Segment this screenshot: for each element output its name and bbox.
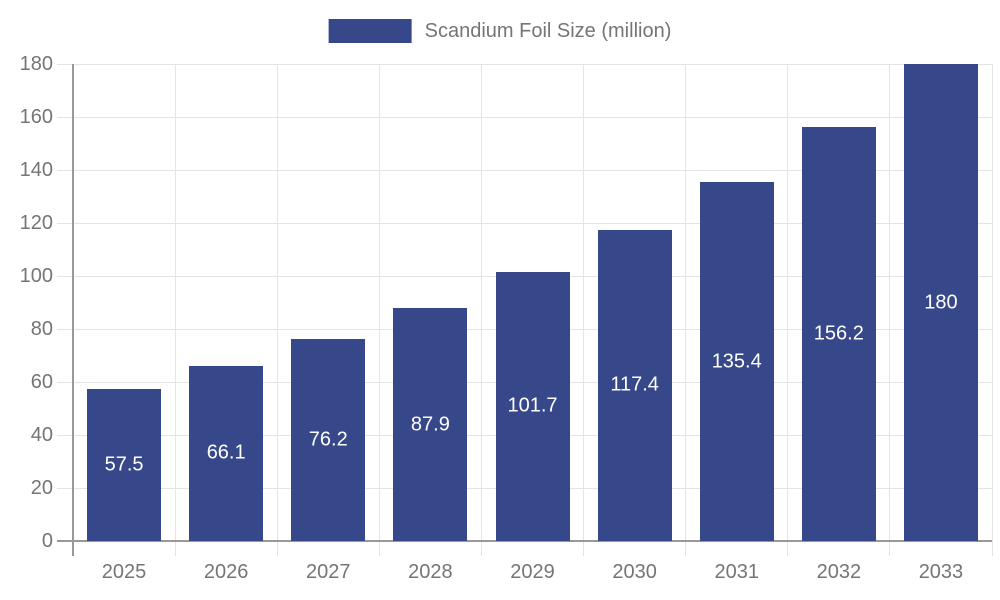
gridline-horizontal [57, 63, 992, 65]
bar-2027[interactable]: 76.2 [291, 339, 366, 541]
bar-2028[interactable]: 87.9 [393, 308, 468, 541]
bar-value-label: 66.1 [206, 441, 246, 464]
x-tick-label: 2033 [918, 561, 964, 583]
bar-value-label: 135.4 [711, 350, 762, 373]
gridline-vertical [378, 64, 380, 556]
bar-2029[interactable]: 101.7 [495, 271, 570, 541]
x-tick-label: 2025 [101, 561, 147, 583]
y-tick-label: 100 [19, 265, 53, 287]
y-tick-label: 180 [19, 53, 53, 75]
bar-value-label: 87.9 [410, 413, 450, 436]
gridline-horizontal [57, 169, 992, 171]
bar-2030[interactable]: 117.4 [597, 229, 672, 541]
y-tick-label: 40 [30, 424, 53, 446]
x-tick-label: 2031 [714, 561, 759, 583]
bar-value-label: 76.2 [308, 428, 348, 451]
gridline-vertical [685, 64, 687, 556]
x-axis-line [57, 540, 992, 542]
gridline-horizontal [57, 222, 992, 224]
x-tick-label: 2029 [510, 561, 555, 583]
y-axis-line [72, 64, 74, 556]
bar-2025[interactable]: 57.5 [87, 388, 162, 541]
gridline-vertical [480, 64, 482, 556]
x-tick-label: 2028 [408, 561, 453, 583]
gridline-vertical [889, 64, 891, 556]
plot-area: 57.5 66.1 76.2 87.9 101.7 117.4 135.4 156.2 180 [57, 63, 993, 556]
gridline-vertical [787, 64, 789, 556]
x-tick-label: 2030 [612, 561, 657, 583]
x-tick-label: 2026 [203, 561, 249, 583]
bar-2026[interactable]: 66.1 [189, 365, 264, 541]
bar-value-label: 57.5 [104, 453, 144, 476]
y-tick-label: 120 [19, 212, 53, 234]
x-tick-label: 2032 [816, 561, 862, 583]
y-tick-label: 0 [41, 530, 53, 552]
bar-value-label: 101.7 [507, 394, 558, 417]
gridline-vertical [174, 64, 176, 556]
y-tick-label: 20 [30, 477, 53, 499]
legend-item[interactable]: Scandium Foil Size (million) [328, 19, 672, 43]
bar-2033[interactable]: 180 [903, 64, 978, 541]
bar-2031[interactable]: 135.4 [699, 182, 774, 541]
y-tick-label: 160 [19, 106, 53, 128]
y-tick-label: 60 [30, 371, 53, 393]
legend-swatch [328, 19, 412, 43]
bar-value-label: 180 [924, 291, 958, 313]
bar-2032[interactable]: 156.2 [801, 127, 876, 541]
bar-value-label: 117.4 [610, 373, 659, 396]
gridline-vertical [991, 64, 993, 556]
bar-value-label: 156.2 [813, 322, 864, 345]
gridline-vertical [276, 64, 278, 556]
gridline-horizontal [57, 116, 992, 118]
gridline-vertical [583, 64, 585, 556]
x-tick-label: 2027 [306, 561, 351, 583]
y-tick-label: 80 [30, 318, 53, 340]
y-tick-label: 140 [19, 159, 53, 181]
legend-label: Scandium Foil Size (million) [424, 19, 672, 42]
